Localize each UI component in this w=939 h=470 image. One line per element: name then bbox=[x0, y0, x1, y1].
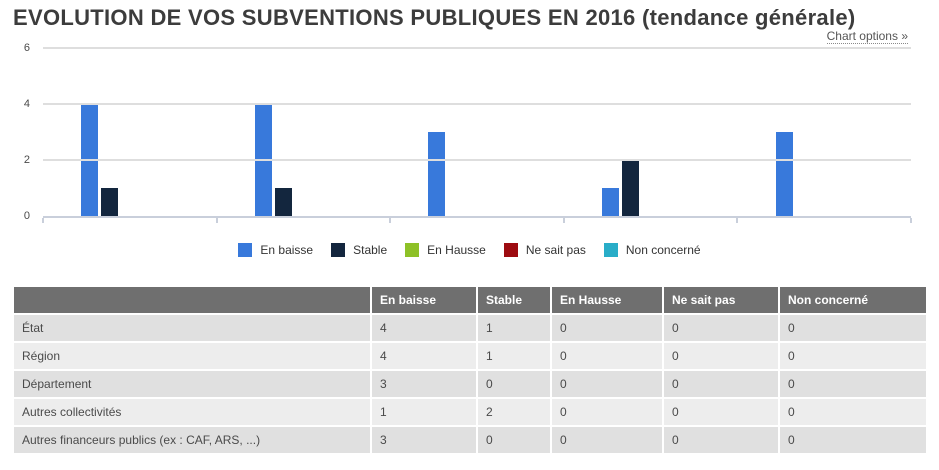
table-row-departement: Département 3 0 0 0 0 bbox=[14, 371, 926, 397]
cell-value: 3 bbox=[372, 371, 476, 397]
cell-value: 0 bbox=[552, 371, 662, 397]
cell-value: 0 bbox=[478, 427, 550, 453]
cell-value: 1 bbox=[372, 399, 476, 425]
x-axis-tick bbox=[736, 218, 739, 223]
bar-en-baisse bbox=[602, 188, 620, 216]
cell-value: 0 bbox=[552, 343, 662, 369]
legend-swatch-stable bbox=[331, 243, 346, 257]
bar-group-autres-collectivites bbox=[564, 48, 738, 216]
row-label: Département bbox=[14, 371, 370, 397]
table-header-cell-non-concerne: Non concerné bbox=[780, 287, 926, 313]
bar-en-baisse bbox=[428, 132, 446, 216]
legend-item-non-concerne: Non concerné bbox=[603, 243, 701, 257]
cell-value: 0 bbox=[552, 315, 662, 341]
bar-en-baisse bbox=[775, 132, 793, 216]
y-axis-tick-label: 0 bbox=[23, 210, 30, 222]
row-label: Autres financeurs publics (ex : CAF, ARS… bbox=[14, 427, 370, 453]
legend-swatch-en-hausse bbox=[405, 243, 420, 257]
gridline bbox=[43, 47, 911, 49]
table-row-etat: État 4 1 0 0 0 bbox=[14, 315, 926, 341]
bar-stable bbox=[622, 160, 640, 216]
table-row-autres-collectivites: Autres collectivités 1 2 0 0 0 bbox=[14, 399, 926, 425]
bar-group-autres-financeurs-publics-ex-caf-ars bbox=[737, 48, 911, 216]
bar-chart: 6 4 2 0 bbox=[0, 42, 939, 224]
table-row-autres-financeurs-publics-ex-caf-ars: Autres financeurs publics (ex : CAF, ARS… bbox=[14, 427, 926, 453]
cell-value: 0 bbox=[664, 427, 778, 453]
cell-value: 4 bbox=[372, 315, 476, 341]
chart-options-link[interactable]: Chart options » bbox=[826, 29, 908, 44]
bar-stable bbox=[274, 188, 292, 216]
cell-value: 0 bbox=[780, 343, 926, 369]
legend-item-stable: Stable bbox=[331, 243, 387, 257]
cell-value: 0 bbox=[664, 399, 778, 425]
cell-value: 0 bbox=[664, 371, 778, 397]
page-title: EVOLUTION DE VOS SUBVENTIONS PUBLIQUES E… bbox=[13, 5, 856, 30]
cell-value: 0 bbox=[478, 371, 550, 397]
table-header-cell-en-baisse: En baisse bbox=[372, 287, 476, 313]
legend-item-en-baisse: En baisse bbox=[238, 243, 313, 257]
table-header-row: En baisse Stable En Hausse Ne sait pas Non c… bbox=[14, 287, 926, 313]
cell-value: 2 bbox=[478, 399, 550, 425]
y-axis-tick-label: 2 bbox=[23, 154, 30, 166]
bar-group-etat bbox=[43, 48, 217, 216]
bar-groups bbox=[43, 48, 911, 216]
bar-stable bbox=[101, 188, 119, 216]
cell-value: 0 bbox=[664, 315, 778, 341]
legend-label: En Hausse bbox=[427, 243, 486, 257]
legend-label: Ne sait pas bbox=[525, 243, 586, 257]
data-table: En baisse Stable En Hausse Ne sait pas Non c… bbox=[12, 285, 928, 455]
bar-group-departement bbox=[390, 48, 564, 216]
legend-label: Stable bbox=[353, 243, 388, 257]
cell-value: 0 bbox=[664, 343, 778, 369]
bar-group-region bbox=[217, 48, 391, 216]
cell-value: 3 bbox=[372, 427, 476, 453]
gridline bbox=[43, 159, 911, 161]
y-axis-tick-label: 4 bbox=[23, 98, 30, 110]
row-label: État bbox=[14, 315, 370, 341]
legend-label: En baisse bbox=[260, 243, 314, 257]
legend-label: Non concerné bbox=[625, 243, 701, 257]
cell-value: 0 bbox=[780, 371, 926, 397]
cell-value: 0 bbox=[552, 399, 662, 425]
y-axis-tick-label: 6 bbox=[23, 42, 30, 54]
x-axis-tick bbox=[389, 218, 392, 223]
row-label: Région bbox=[14, 343, 370, 369]
legend-swatch-non-concerne bbox=[603, 243, 618, 257]
table-header-cell-ne-sait-pas: Ne sait pas bbox=[664, 287, 778, 313]
x-axis-tick bbox=[42, 218, 44, 223]
legend-swatch-en-baisse bbox=[238, 243, 253, 257]
cell-value: 4 bbox=[372, 343, 476, 369]
row-label: Autres collectivités bbox=[14, 399, 370, 425]
data-table-wrap: En baisse Stable En Hausse Ne sait pas Non c… bbox=[12, 285, 928, 455]
legend-item-en-hausse: En Hausse bbox=[405, 243, 486, 257]
chart-legend: En baisse Stable En Hausse Ne sait pas Non c… bbox=[0, 243, 939, 257]
cell-value: 1 bbox=[478, 343, 550, 369]
chart-plot-area bbox=[42, 47, 912, 223]
x-axis-tick bbox=[562, 218, 565, 223]
legend-item-ne-sait-pas: Ne sait pas bbox=[503, 243, 586, 257]
cell-value: 0 bbox=[780, 399, 926, 425]
legend-swatch-ne-sait-pas bbox=[503, 243, 518, 257]
cell-value: 1 bbox=[478, 315, 550, 341]
x-axis-tick bbox=[215, 218, 218, 223]
cell-value: 0 bbox=[780, 427, 926, 453]
cell-value: 0 bbox=[780, 315, 926, 341]
cell-value: 0 bbox=[552, 427, 662, 453]
table-header-cell-stable: Stable bbox=[478, 287, 550, 313]
gridline bbox=[43, 103, 911, 105]
table-header-cell-empty bbox=[14, 287, 370, 313]
table-row-region: Région 4 1 0 0 0 bbox=[14, 343, 926, 369]
table-header-cell-en-hausse: En Hausse bbox=[552, 287, 662, 313]
x-axis-tick bbox=[910, 218, 912, 223]
